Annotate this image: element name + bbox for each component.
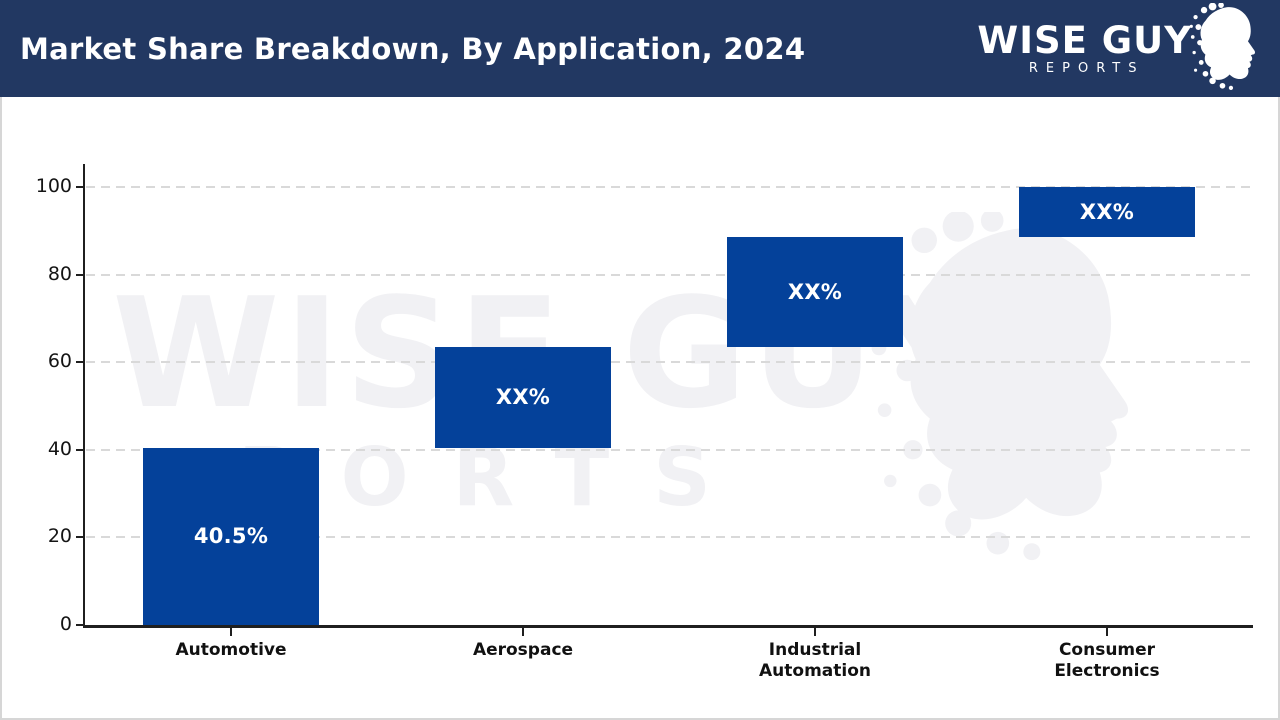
gridline-80 [86, 273, 1253, 276]
brand-subname: REPORTS [1028, 61, 1145, 76]
gridline-40 [86, 448, 1253, 451]
bar-automotive: 40.5% [143, 447, 319, 625]
x-tick-label-industrial-automation: Industrial Automation [705, 640, 925, 682]
x-tick-label-line: Aerospace [472, 640, 574, 660]
x-tick-label-line: Automation [759, 661, 871, 681]
x-tick-label-line: Industrial [768, 640, 862, 660]
y-tick-mark-60 [76, 361, 84, 364]
x-tick-mark-aerospace [522, 628, 524, 636]
y-tick-mark-100 [76, 186, 84, 188]
y-tick-label-60: 60 [47, 350, 72, 373]
chart-title: Market Share Breakdown, By Application, … [20, 31, 806, 66]
y-tick-label-80: 80 [47, 262, 72, 285]
x-tick-label-line: Consumer [1058, 640, 1156, 660]
y-tick-mark-40 [76, 448, 84, 451]
x-tick-label-automotive: Automotive [121, 640, 341, 661]
gridline-20 [86, 536, 1253, 539]
x-tick-mark-industrial-automation [814, 628, 816, 636]
header: Market Share Breakdown, By Application, … [0, 0, 1280, 97]
bar-value-label-industrial-automation: XX% [787, 279, 843, 304]
y-tick-label-100: 100 [35, 175, 72, 197]
x-tick-label-aerospace: Aerospace [413, 640, 633, 661]
x-tick-mark-consumer-electronics [1106, 628, 1108, 636]
y-tick-mark-0 [76, 624, 84, 626]
bar-industrial-automation: XX% [727, 236, 903, 347]
bar-value-label-consumer-electronics: XX% [1079, 199, 1135, 224]
bar-consumer-electronics: XX% [1019, 187, 1195, 237]
bar-value-label-aerospace: XX% [495, 385, 551, 410]
x-tick-label-line: Automotive [175, 640, 287, 660]
x-tick-label-line: Electronics [1054, 661, 1160, 681]
gridline-100 [86, 186, 1253, 188]
y-axis-line [83, 164, 85, 627]
brand-name: WISE GUY [977, 19, 1192, 62]
bar-aerospace: XX% [435, 346, 611, 448]
gridline-60 [86, 361, 1253, 364]
y-tick-mark-20 [76, 536, 84, 539]
brand-logo: WISE GUY REPORTS [977, 2, 1266, 95]
dotted-head-icon [1189, 2, 1256, 90]
x-axis-line [83, 625, 1253, 628]
x-tick-mark-automotive [230, 628, 232, 636]
y-tick-label-0: 0 [59, 613, 72, 635]
y-tick-mark-80 [76, 273, 84, 276]
x-tick-label-consumer-electronics: Consumer Electronics [997, 640, 1217, 682]
y-tick-label-40: 40 [47, 437, 72, 460]
y-tick-label-20: 20 [47, 525, 72, 548]
brand-logo-text: WISE GUY REPORTS [977, 22, 1192, 75]
bar-value-label-automotive: 40.5% [193, 524, 269, 549]
